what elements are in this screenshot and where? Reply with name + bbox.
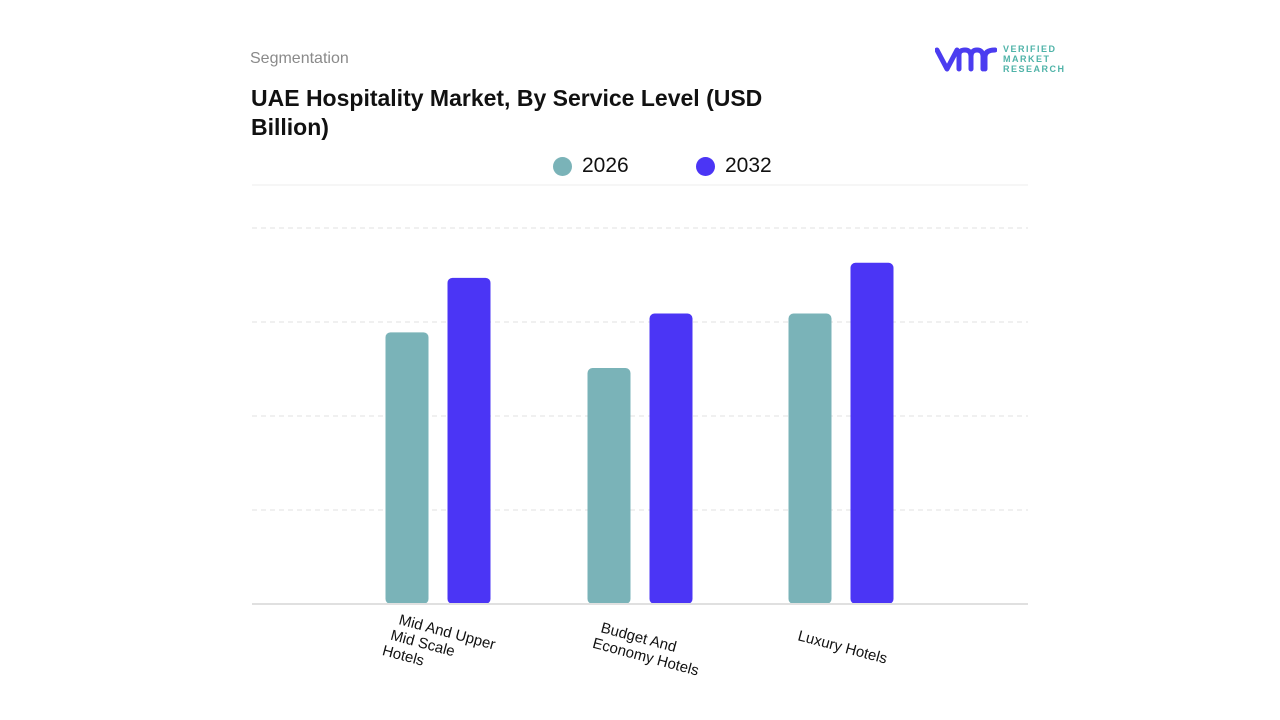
logo-text-line: RESEARCH [1003,64,1066,74]
legend-label: 2026 [582,154,629,177]
bar-2026 [587,368,631,604]
chart-title: UAE Hospitality Market, By Service Level… [251,85,763,140]
bar-2032 [447,277,491,604]
bar-2032 [649,313,693,604]
bar-2026 [385,332,429,604]
legend-label: 2032 [725,154,772,177]
legend-swatch [553,156,572,176]
logo-text-line: VERIFIED [1003,44,1057,54]
legend-item-2032: 2032 [696,154,772,178]
logo-text: VERIFIED MARKET RESEARCH [1003,44,1066,74]
bar-2032 [850,262,894,604]
legend: 2026 2032 [0,154,1280,184]
legend-item-2026: 2026 [553,154,629,178]
category-label: Luxury Hotels [796,627,889,667]
legend-swatch [696,156,715,176]
vmr-logo-icon [935,47,997,72]
logo: VERIFIED MARKET RESEARCH [935,44,1066,74]
category-label: Budget AndEconomy Hotels [591,618,705,679]
category-label: Mid And UpperMid ScaleHotels [380,609,497,686]
bar-2026 [788,313,832,604]
segment-label: Segmentation [250,50,349,67]
logo-text-line: MARKET [1003,54,1051,64]
category-label-line: Luxury Hotels [796,627,889,667]
